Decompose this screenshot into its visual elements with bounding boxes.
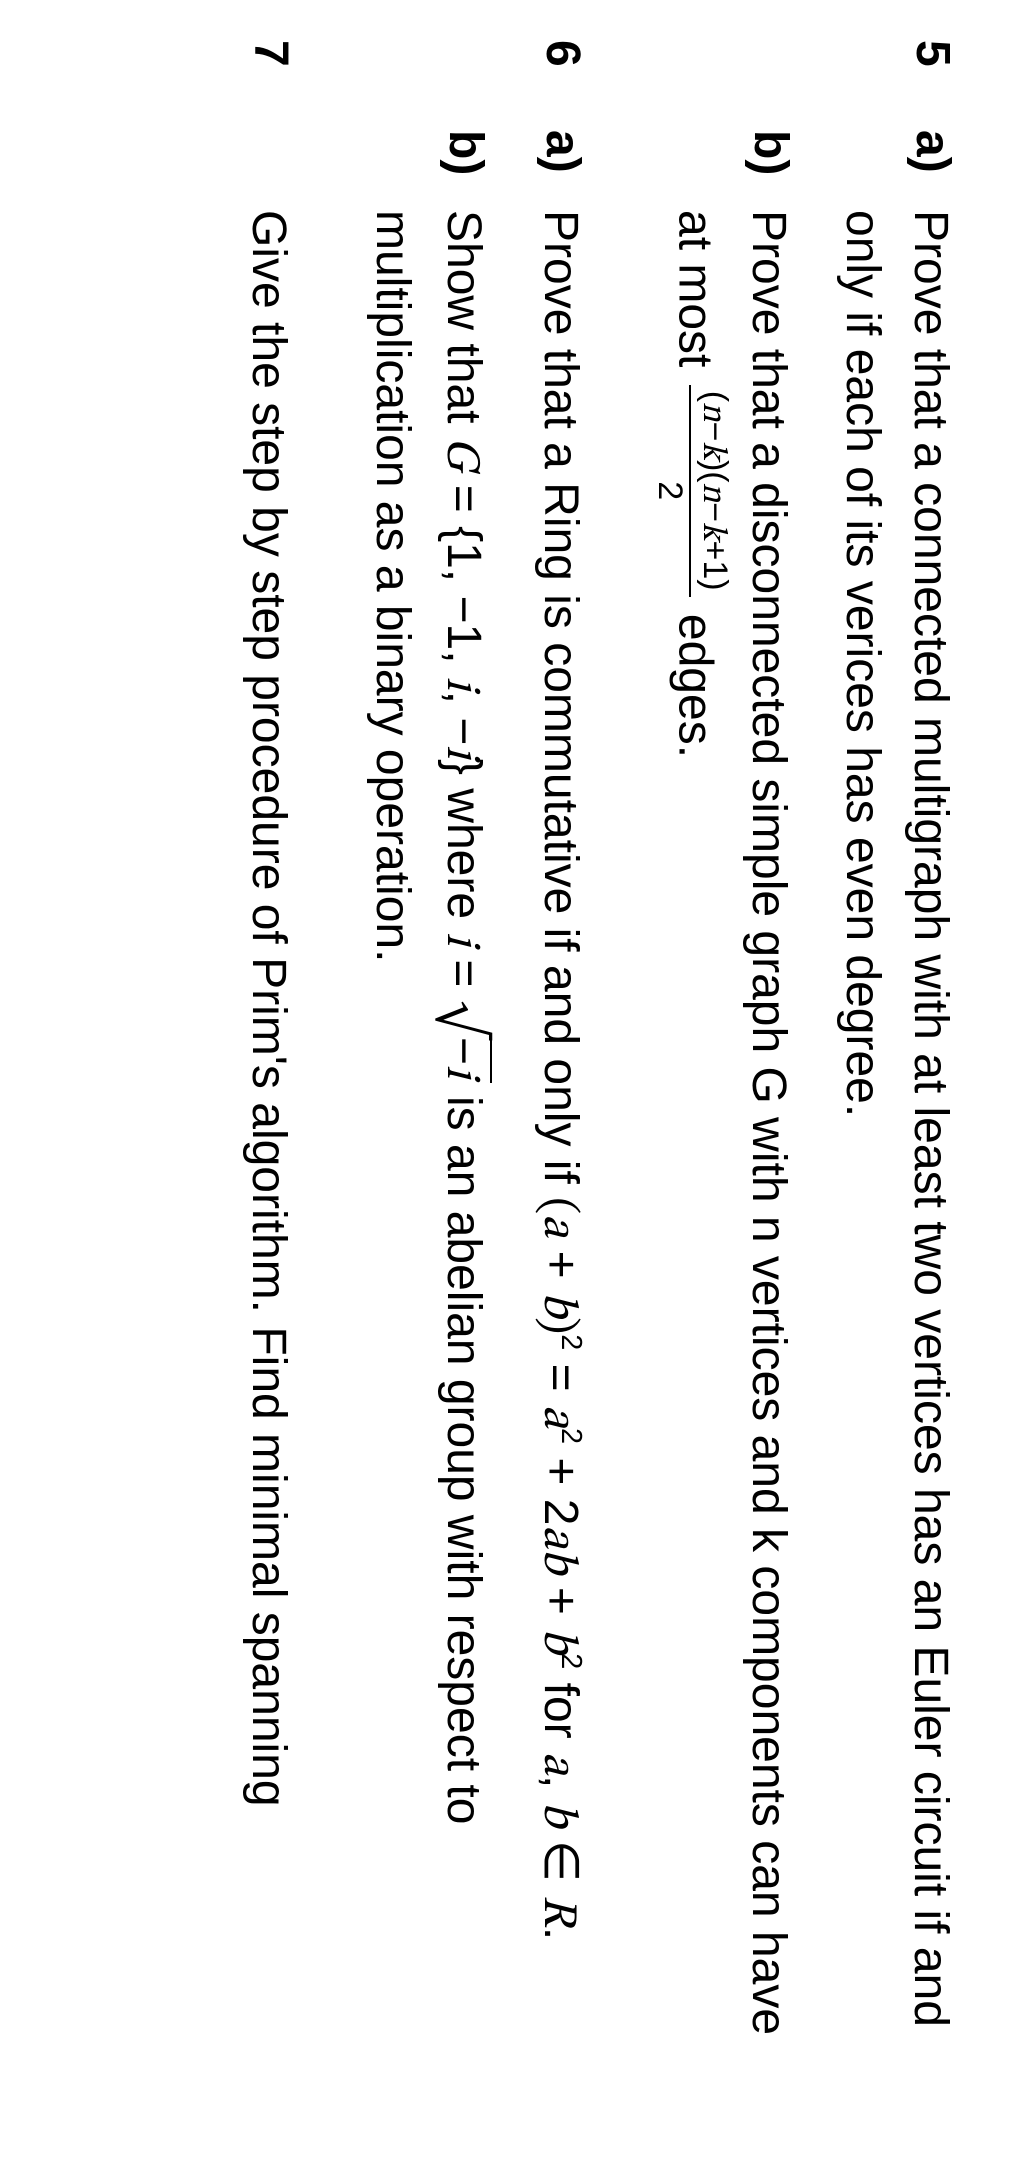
question-5: 5 a) Prove that a connected multigraph w… xyxy=(624,40,964,2084)
part-label: b) xyxy=(737,130,802,210)
question-number: 5 xyxy=(899,40,964,130)
part-label: a) xyxy=(530,130,595,210)
part-label: b) xyxy=(432,130,497,210)
part-text: Show that G = {1, −1, i, −i} where i = √… xyxy=(358,210,497,2084)
q7-text: Give the step by step procedure of Prim'… xyxy=(234,130,302,2084)
question-7: 7 Give the step by step procedure of Pri… xyxy=(208,40,302,2084)
question-7-parts: Give the step by step procedure of Prim'… xyxy=(208,130,302,2084)
q6-part-b: b) Show that G = {1, −1, i, −i} where i … xyxy=(358,130,497,2084)
part-text: Prove that a Ring is commutative if and … xyxy=(523,210,594,2084)
q5-part-a: a) Prove that a connected multigraph wit… xyxy=(828,130,964,2084)
exam-page: 5 a) Prove that a connected multigraph w… xyxy=(0,0,1024,2164)
question-number: 7 xyxy=(237,40,302,130)
part-text: Prove that a connected multigraph with a… xyxy=(828,210,964,2084)
q6-part-a: a) Prove that a Ring is commutative if a… xyxy=(523,130,594,2084)
part-text: Give the step by step procedure of Prim'… xyxy=(234,210,302,2084)
question-6: 6 a) Prove that a Ring is commutative if… xyxy=(332,40,594,2084)
question-6-parts: a) Prove that a Ring is commutative if a… xyxy=(332,130,594,2084)
q5-part-b: b) Prove that a disconnected simple grap… xyxy=(650,130,801,2084)
question-5-parts: a) Prove that a connected multigraph wit… xyxy=(624,130,964,2084)
question-number: 6 xyxy=(530,40,595,130)
part-text: Prove that a disconnected simple graph G… xyxy=(650,210,801,2084)
part-label: a) xyxy=(899,130,964,210)
